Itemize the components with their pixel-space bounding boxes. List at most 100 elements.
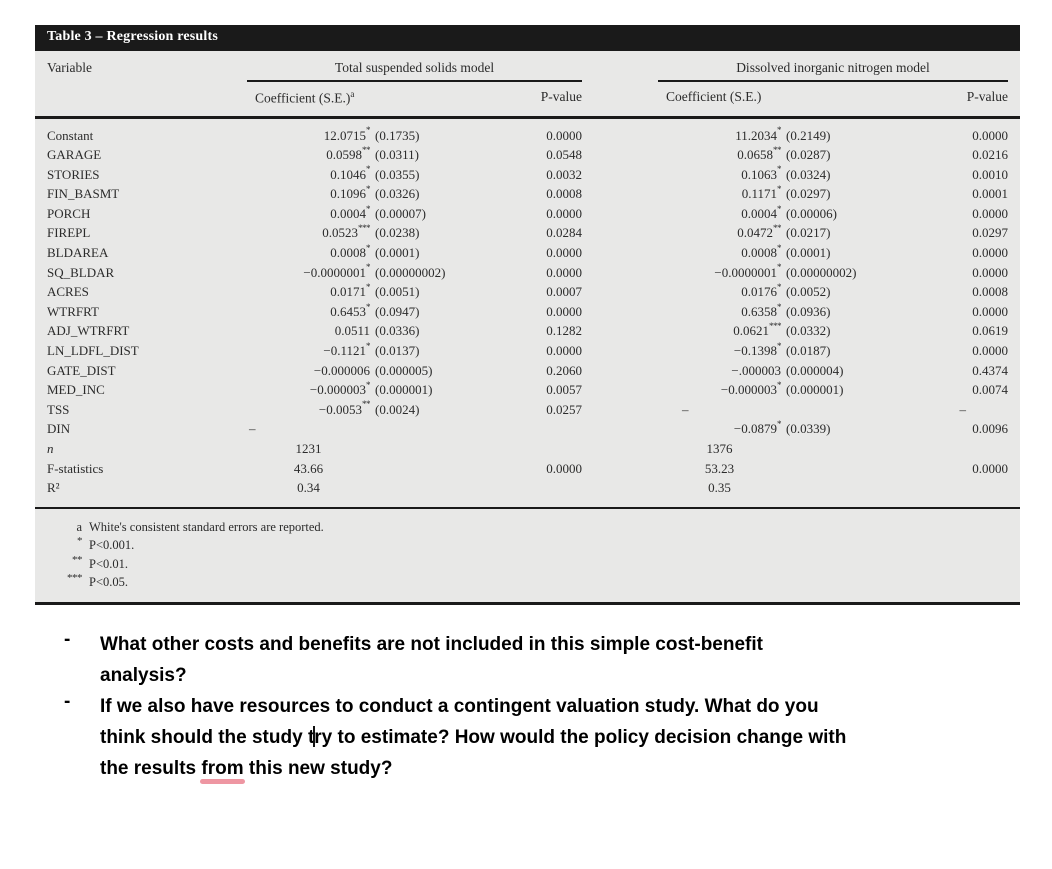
significance-stars: * <box>366 340 371 351</box>
table-footnotes: a White's consistent standard errors are … <box>35 509 1020 602</box>
significance-stars: * <box>777 281 782 292</box>
stat-value-cell: 1376 <box>706 441 733 456</box>
tss-pvalue-header: P-value <box>540 89 582 104</box>
table-title-bar: Table 3 – Regression results <box>35 25 1020 51</box>
column-gap <box>582 126 658 146</box>
significance-stars: ** <box>773 223 782 234</box>
variable-label: STORIES <box>47 166 100 182</box>
pvalue-cell: 0.0000 <box>972 264 1008 280</box>
standard-error: (0.0311) <box>375 147 419 163</box>
standard-error: (0.0238) <box>375 225 420 241</box>
question-item: - If we also have resources to conduct a … <box>64 691 1052 784</box>
tss-coefficient-header-text: Coefficient (S.E.) <box>255 90 351 106</box>
stat-value-cell: 0.34 <box>297 480 320 496</box>
pvalue-cell: 0.0297 <box>972 225 1008 241</box>
coefficient-cell: −0.1121* (0.0137) <box>247 341 467 361</box>
question-text[interactable]: What other costs and benefits are not in… <box>100 633 763 686</box>
column-gap <box>582 165 658 185</box>
table-row: ADJ_WTRFRT 0.0511 (0.0336) 0.1282 0.0621***(… <box>47 321 1008 341</box>
significance-stars: * <box>366 183 371 194</box>
pvalue-cell: 0.0001 <box>972 186 1008 202</box>
footnote: *** P<0.05. <box>65 572 1008 592</box>
coefficient-cell: 0.0004* (0.00006) <box>658 204 880 224</box>
variable-label: F-statistics <box>47 460 104 476</box>
variable-label: BLDAREA <box>47 245 109 261</box>
discussion-questions: - What other costs and benefits are not i… <box>64 629 1052 784</box>
coefficient-cell: −0.0879* (0.0339) <box>658 419 880 439</box>
column-gap <box>582 439 658 459</box>
table-row: GATE_DIST −0.000006 (0.000005) 0.2060 −.0000… <box>47 361 1008 381</box>
tss-coefficient-header: Coefficient (S.E.)a <box>247 89 467 107</box>
page: Table 3 – Regression results Variable To… <box>0 25 1052 869</box>
column-gap <box>582 204 658 224</box>
din-pvalue-header: P-value <box>966 89 1008 104</box>
variable-label: DIN <box>47 421 71 437</box>
coefficient-cell: 0.1046* (0.0355) <box>247 165 467 185</box>
variable-label: LN_LDFL_DIST <box>47 343 139 359</box>
significance-stars: * <box>366 242 371 253</box>
significance-stars: * <box>777 340 782 351</box>
variable-header-spacer <box>47 89 247 107</box>
footnote-marker: * <box>77 535 83 548</box>
footnote-text: P<0.01. <box>89 556 129 571</box>
standard-error: (0.0052) <box>786 284 831 300</box>
table-header: Variable Total suspended solids model Di… <box>35 51 1020 116</box>
stat-value-cell: 53.23 <box>704 460 735 476</box>
din-coefficient-header: Coefficient (S.E.) <box>658 89 880 107</box>
stat-value-cell: 0.35 <box>708 480 731 496</box>
pvalue-cell: 0.0284 <box>546 225 582 241</box>
table-row: SQ_BLDAR −0.0000001* (0.00000002) 0.0000 −0.… <box>47 263 1008 283</box>
standard-error: (0.00000002) <box>375 264 446 280</box>
pvalue-cell: 0.0007 <box>546 284 582 300</box>
table-row: R² 0.34 0.35 <box>47 478 1008 498</box>
significance-stars: ** <box>362 399 371 410</box>
coefficient-cell: −0.0000001* (0.00000002) <box>658 263 880 283</box>
column-gap <box>582 184 658 204</box>
coefficient-cell: −0.000003* (0.000001) <box>658 380 880 400</box>
significance-stars: * <box>777 242 782 253</box>
coefficient-cell: −.000003 (0.000004) <box>658 361 880 381</box>
table-title: Table 3 – Regression results <box>47 29 219 44</box>
pvalue-cell: 0.0000 <box>972 343 1008 359</box>
pvalue-cell: 0.0008 <box>546 186 582 202</box>
column-gap <box>582 419 658 439</box>
pvalue-cell: 0.0000 <box>972 205 1008 221</box>
column-gap <box>582 459 658 479</box>
variable-label: PORCH <box>47 205 91 221</box>
variable-label: FIN_BASMT <box>47 186 120 202</box>
no-data-dash: – <box>249 421 256 437</box>
header-rule <box>35 115 1020 119</box>
stat-value-cell: 1231 <box>295 441 322 456</box>
footnote-rule <box>35 506 1020 509</box>
standard-error: (0.0936) <box>786 303 831 319</box>
standard-error: (0.0287) <box>786 147 831 163</box>
variable-label: ADJ_WTRFRT <box>47 323 130 339</box>
question-text[interactable]: If we also have resources to conduct a c… <box>100 695 847 779</box>
coefficient-cell: 0.1171* (0.0297) <box>658 184 880 204</box>
standard-error: (0.0339) <box>786 421 831 437</box>
table-row: WTRFRT 0.6453* (0.0947) 0.0000 0.6358* (0.093… <box>47 302 1008 322</box>
pvalue-cell: 0.0216 <box>972 147 1008 163</box>
coefficient-cell: −0.0053** (0.0024) <box>247 400 467 420</box>
column-gap <box>582 263 658 283</box>
table-row: Constant 12.0715* (0.1735) 0.0000 11.2034* (0… <box>47 126 1008 146</box>
column-gap <box>582 243 658 263</box>
table-row: STORIES 0.1046* (0.0355) 0.0032 0.1063* (0.03… <box>47 165 1008 185</box>
variable-label: Constant <box>47 127 94 143</box>
standard-error: (0.0947) <box>375 303 420 319</box>
variable-label: GATE_DIST <box>47 362 116 378</box>
standard-error: (0.0187) <box>786 343 831 359</box>
footnote-text: White's consistent standard errors are r… <box>89 519 324 534</box>
column-gap <box>582 302 658 322</box>
standard-error: (0.00007) <box>375 205 426 221</box>
table-row: GARAGE 0.0598** (0.0311) 0.0548 0.0658** (0.0… <box>47 145 1008 165</box>
table-row: PORCH 0.0004* (0.00007) 0.0000 0.0004* (0.000… <box>47 204 1008 224</box>
table-row: LN_LDFL_DIST −0.1121* (0.0137) 0.0000 −0.139… <box>47 341 1008 361</box>
column-gap <box>582 89 658 107</box>
footnote-marker: a <box>76 519 82 534</box>
pvalue-cell: 0.0000 <box>546 343 582 359</box>
pvalue-cell: 0.0000 <box>546 127 582 143</box>
pvalue-cell: 0.0096 <box>972 421 1008 437</box>
coefficient-cell: 0.1096* (0.0326) <box>247 184 467 204</box>
standard-error: (0.000004) <box>786 362 844 378</box>
